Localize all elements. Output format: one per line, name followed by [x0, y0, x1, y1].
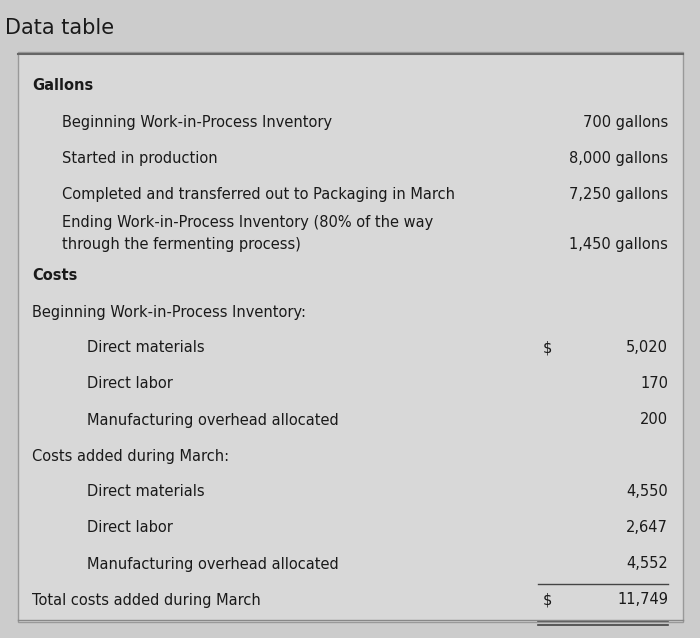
- Text: 700 gallons: 700 gallons: [582, 114, 668, 130]
- Text: Gallons: Gallons: [32, 77, 93, 93]
- Text: $: $: [543, 593, 552, 607]
- Text: 4,552: 4,552: [626, 556, 668, 572]
- Text: Direct materials: Direct materials: [87, 341, 204, 355]
- Text: Data table: Data table: [5, 18, 114, 38]
- Text: Costs added during March:: Costs added during March:: [32, 449, 229, 463]
- Text: 8,000 gallons: 8,000 gallons: [569, 151, 668, 165]
- Text: 7,250 gallons: 7,250 gallons: [569, 186, 668, 202]
- Text: Direct labor: Direct labor: [87, 376, 173, 392]
- Text: Direct materials: Direct materials: [87, 484, 204, 500]
- Text: Manufacturing overhead allocated: Manufacturing overhead allocated: [87, 413, 339, 427]
- Text: Beginning Work-in-Process Inventory: Beginning Work-in-Process Inventory: [62, 114, 332, 130]
- Text: through the fermenting process): through the fermenting process): [62, 237, 301, 253]
- Text: 4,550: 4,550: [626, 484, 668, 500]
- Text: Costs: Costs: [32, 267, 78, 283]
- Text: 170: 170: [640, 376, 668, 392]
- Text: Started in production: Started in production: [62, 151, 218, 165]
- Text: Completed and transferred out to Packaging in March: Completed and transferred out to Packagi…: [62, 186, 455, 202]
- Text: 200: 200: [640, 413, 668, 427]
- Bar: [18, 52, 683, 622]
- Text: Ending Work-in-Process Inventory (80% of the way: Ending Work-in-Process Inventory (80% of…: [62, 216, 433, 230]
- Text: 5,020: 5,020: [626, 341, 668, 355]
- Text: 1,450 gallons: 1,450 gallons: [569, 237, 668, 253]
- Text: Beginning Work-in-Process Inventory:: Beginning Work-in-Process Inventory:: [32, 304, 306, 320]
- Text: 11,749: 11,749: [617, 593, 668, 607]
- Text: 2,647: 2,647: [626, 521, 668, 535]
- Text: Manufacturing overhead allocated: Manufacturing overhead allocated: [87, 556, 339, 572]
- Text: Total costs added during March: Total costs added during March: [32, 593, 260, 607]
- Text: $: $: [543, 341, 552, 355]
- Text: Direct labor: Direct labor: [87, 521, 173, 535]
